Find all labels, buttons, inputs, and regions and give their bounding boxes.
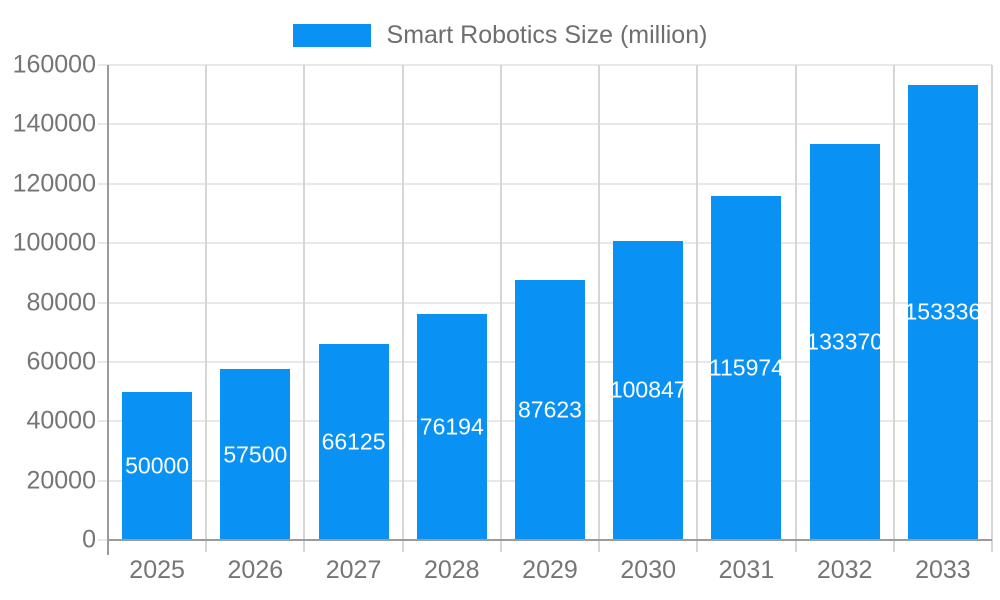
y-axis-tick	[98, 420, 108, 423]
bar-value-label: 66125	[321, 428, 386, 455]
bar-value-label: 153336	[907, 298, 978, 325]
bar-2031[interactable]: 115974	[711, 195, 782, 540]
gridline-vertical	[401, 65, 404, 552]
y-axis-tick	[98, 479, 108, 482]
x-axis-tick-label: 2031	[718, 556, 775, 584]
x-axis-tick-label: 2028	[423, 556, 480, 584]
bar-value-label: 100847	[613, 376, 684, 403]
y-axis-tick-label: 60000	[26, 347, 96, 376]
y-axis-line	[107, 65, 109, 555]
y-axis-tick	[98, 182, 108, 185]
x-axis-tick-label: 2027	[325, 556, 382, 584]
legend-label: Smart Robotics Size (million)	[386, 20, 708, 49]
y-axis-tick	[98, 64, 108, 66]
bar-2030[interactable]: 100847	[613, 240, 684, 540]
bar-2026[interactable]: 57500	[220, 369, 291, 540]
gridline-vertical	[991, 65, 993, 552]
gridline-vertical	[303, 65, 306, 552]
chart-legend[interactable]: Smart Robotics Size (million)	[0, 18, 1000, 52]
bar-value-label: 57500	[223, 441, 288, 468]
y-axis-tick	[98, 539, 108, 541]
y-axis-tick-label: 100000	[12, 228, 96, 257]
y-axis-tick-label: 20000	[26, 466, 96, 495]
bar-2025[interactable]: 50000	[122, 391, 193, 540]
y-axis-tick-label: 160000	[12, 50, 96, 79]
bar-2032[interactable]: 133370	[809, 144, 880, 540]
bar-2027[interactable]: 66125	[318, 343, 389, 540]
x-axis-tick-label: 2029	[522, 556, 578, 584]
bar-2029[interactable]: 87623	[515, 279, 585, 540]
bar-2028[interactable]: 76194	[416, 313, 487, 540]
y-axis-tick-label: 0	[82, 525, 96, 554]
y-axis-tick	[98, 360, 108, 363]
x-axis-tick-label: 2032	[816, 556, 873, 584]
gridline-horizontal	[108, 182, 992, 185]
gridline-horizontal	[108, 242, 992, 245]
y-axis-tick	[98, 123, 108, 126]
bar-value-label: 87623	[518, 396, 582, 423]
y-axis-tick-label: 80000	[26, 288, 96, 316]
bar-value-label: 133370	[809, 328, 880, 355]
gridline-vertical	[794, 65, 797, 552]
y-axis-tick-label: 120000	[12, 169, 96, 198]
gridline-horizontal	[108, 64, 992, 66]
gridline-horizontal	[108, 123, 992, 126]
bar-value-label: 115974	[711, 354, 782, 381]
bar-value-label: 76194	[419, 413, 484, 440]
legend-swatch-icon	[292, 23, 371, 47]
bar-value-label: 50000	[125, 452, 190, 479]
gridline-vertical	[892, 65, 895, 552]
x-axis-tick-label: 2030	[620, 556, 677, 584]
x-axis-line	[108, 539, 992, 541]
y-axis-tick-label: 140000	[12, 109, 96, 138]
gridline-vertical	[499, 65, 502, 552]
y-axis-tick	[98, 242, 108, 245]
gridline-vertical	[205, 65, 208, 552]
gridline-vertical	[696, 65, 699, 552]
gridline-vertical	[598, 65, 601, 552]
x-axis-tick-label: 2025	[129, 556, 185, 584]
y-axis-tick	[98, 301, 108, 304]
x-axis-tick-label: 2033	[915, 556, 971, 584]
y-axis-tick-label: 40000	[26, 406, 96, 435]
x-axis-tick-label: 2026	[227, 556, 284, 584]
bar-2033[interactable]: 153336	[907, 84, 978, 540]
